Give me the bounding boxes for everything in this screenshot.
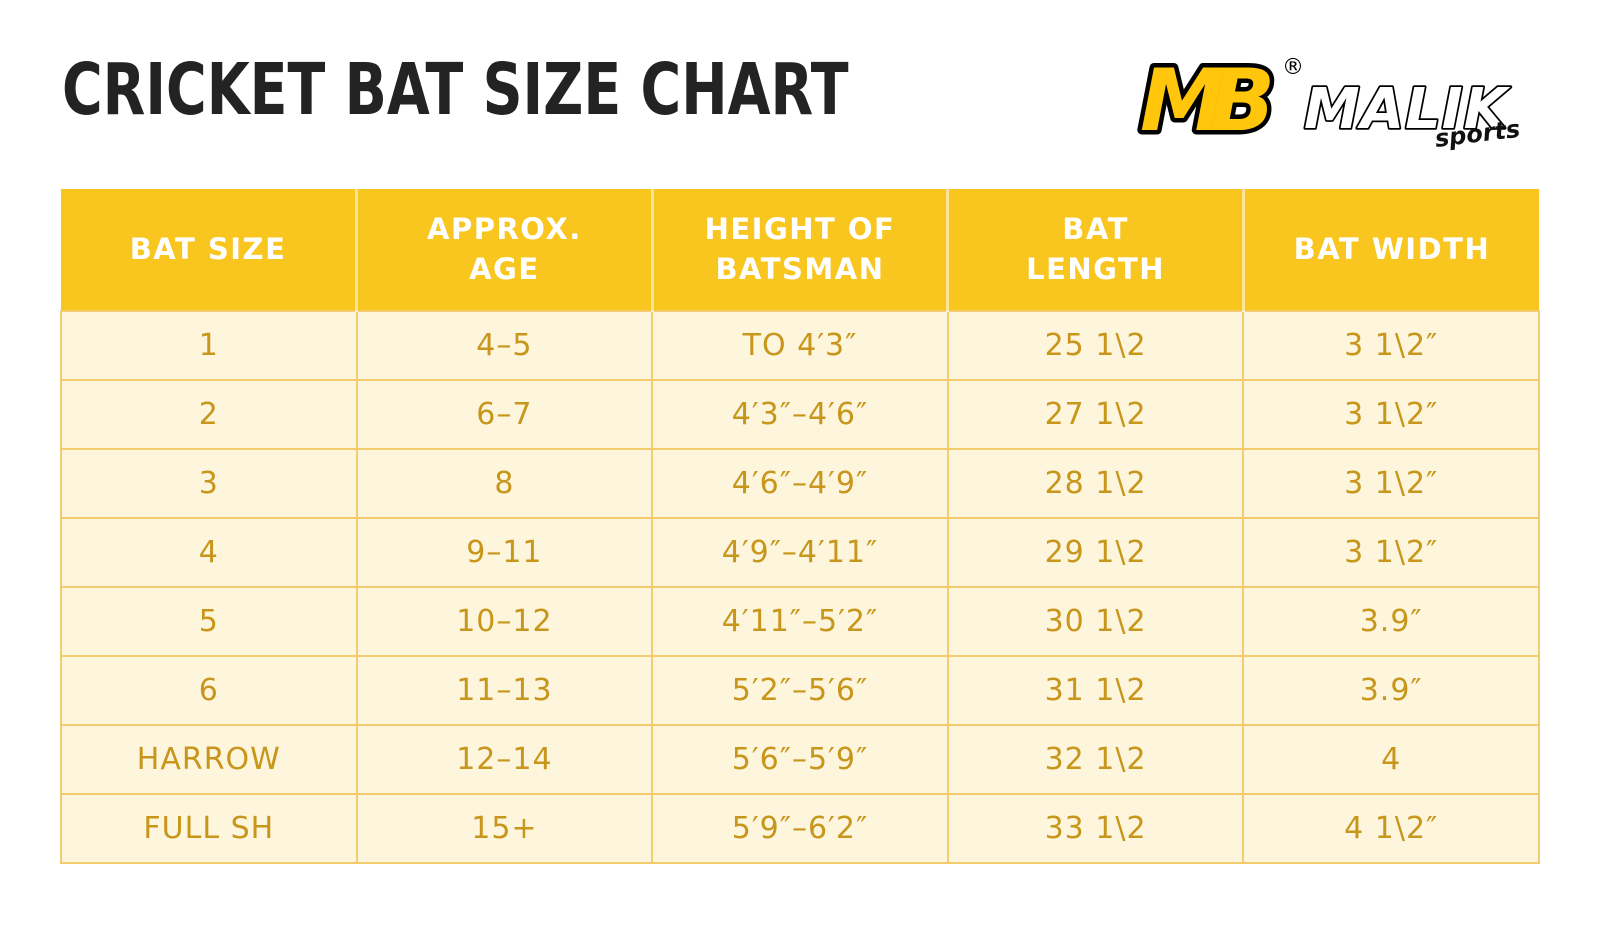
column-header-bat-size: BAT SIZE — [61, 189, 357, 311]
cell-bat-size: FULL SH — [60, 793, 358, 864]
size-table: BAT SIZE APPROX. AGE HEIGHT OF BATSMAN B… — [60, 189, 1540, 864]
cell-approx-age: 8 — [355, 448, 654, 519]
cell-bat-size: 3 — [60, 448, 358, 519]
column-header-approx-age: APPROX. AGE — [355, 189, 653, 311]
header-row: BAT SIZE APPROX. AGE HEIGHT OF BATSMAN B… — [61, 189, 1539, 311]
cell-bat-size: 1 — [60, 310, 358, 381]
cell-height: TO 4′3″ — [651, 310, 949, 381]
cell-bat-width: 3 1\2″ — [1242, 379, 1540, 450]
table-row: 2 6–7 4′3″–4′6″ 27 1\2 3 1\2″ — [60, 379, 1540, 450]
cell-bat-size: 4 — [60, 517, 358, 588]
cell-bat-size: 5 — [60, 586, 358, 657]
table-row: 4 9–11 4′9″–4′11″ 29 1\2 3 1\2″ — [60, 517, 1540, 588]
table-row: HARROW 12–14 5′6″–5′9″ 32 1\2 4 — [60, 724, 1540, 795]
cell-bat-length: 30 1\2 — [946, 586, 1245, 657]
column-header-height: HEIGHT OF BATSMAN — [650, 189, 948, 311]
cell-height: 4′11″–5′2″ — [651, 586, 949, 657]
cell-approx-age: 6–7 — [355, 379, 654, 450]
cell-bat-size: 2 — [60, 379, 358, 450]
table-row: 5 10–12 4′11″–5′2″ 30 1\2 3.9″ — [60, 586, 1540, 657]
registered-trademark-icon: ® — [1282, 55, 1304, 80]
cell-approx-age: 4–5 — [355, 310, 654, 381]
cell-height: 4′6″–4′9″ — [651, 448, 949, 519]
cell-approx-age: 10–12 — [355, 586, 654, 657]
page-title: CRICKET BAT SIZE CHART — [62, 48, 849, 132]
table-row: 1 4–5 TO 4′3″ 25 1\2 3 1\2″ — [60, 310, 1540, 381]
cell-bat-length: 31 1\2 — [946, 655, 1245, 726]
cell-bat-width: 3 1\2″ — [1242, 310, 1540, 381]
cell-bat-width: 3.9″ — [1242, 586, 1540, 657]
cell-bat-width: 3.9″ — [1242, 655, 1540, 726]
cell-bat-length: 28 1\2 — [946, 448, 1245, 519]
table-row: 3 8 4′6″–4′9″ 28 1\2 3 1\2″ — [60, 448, 1540, 519]
cell-height: 5′9″–6′2″ — [651, 793, 949, 864]
cell-height: 4′3″–4′6″ — [651, 379, 949, 450]
cell-bat-width: 3 1\2″ — [1242, 517, 1540, 588]
brand-mb-monogram: MB — [1140, 51, 1271, 151]
cell-height: 5′6″–5′9″ — [651, 724, 949, 795]
cell-bat-width: 4 1\2″ — [1242, 793, 1540, 864]
cell-bat-size: HARROW — [60, 724, 358, 795]
column-header-bat-length: BAT LENGTH — [946, 189, 1244, 311]
cell-bat-width: 4 — [1242, 724, 1540, 795]
cell-bat-length: 25 1\2 — [946, 310, 1245, 381]
brand-name: MALIK — [1304, 77, 1511, 142]
cell-bat-length: 27 1\2 — [946, 379, 1245, 450]
cell-bat-length: 29 1\2 — [946, 517, 1245, 588]
cell-bat-width: 3 1\2″ — [1242, 448, 1540, 519]
cell-approx-age: 12–14 — [355, 724, 654, 795]
cell-approx-age: 9–11 — [355, 517, 654, 588]
cell-approx-age: 15+ — [355, 793, 654, 864]
brand-logo: MB ® MALIK sports — [1136, 48, 1522, 152]
column-header-bat-width: BAT WIDTH — [1241, 189, 1539, 311]
table-row: FULL SH 15+ 5′9″–6′2″ 33 1\2 4 1\2″ — [60, 793, 1540, 864]
cell-bat-length: 33 1\2 — [946, 793, 1245, 864]
cell-approx-age: 11–13 — [355, 655, 654, 726]
table-row: 6 11–13 5′2″–5′6″ 31 1\2 3.9″ — [60, 655, 1540, 726]
cell-height: 5′2″–5′6″ — [651, 655, 949, 726]
cell-bat-length: 32 1\2 — [946, 724, 1245, 795]
cell-height: 4′9″–4′11″ — [651, 517, 949, 588]
cell-bat-size: 6 — [60, 655, 358, 726]
